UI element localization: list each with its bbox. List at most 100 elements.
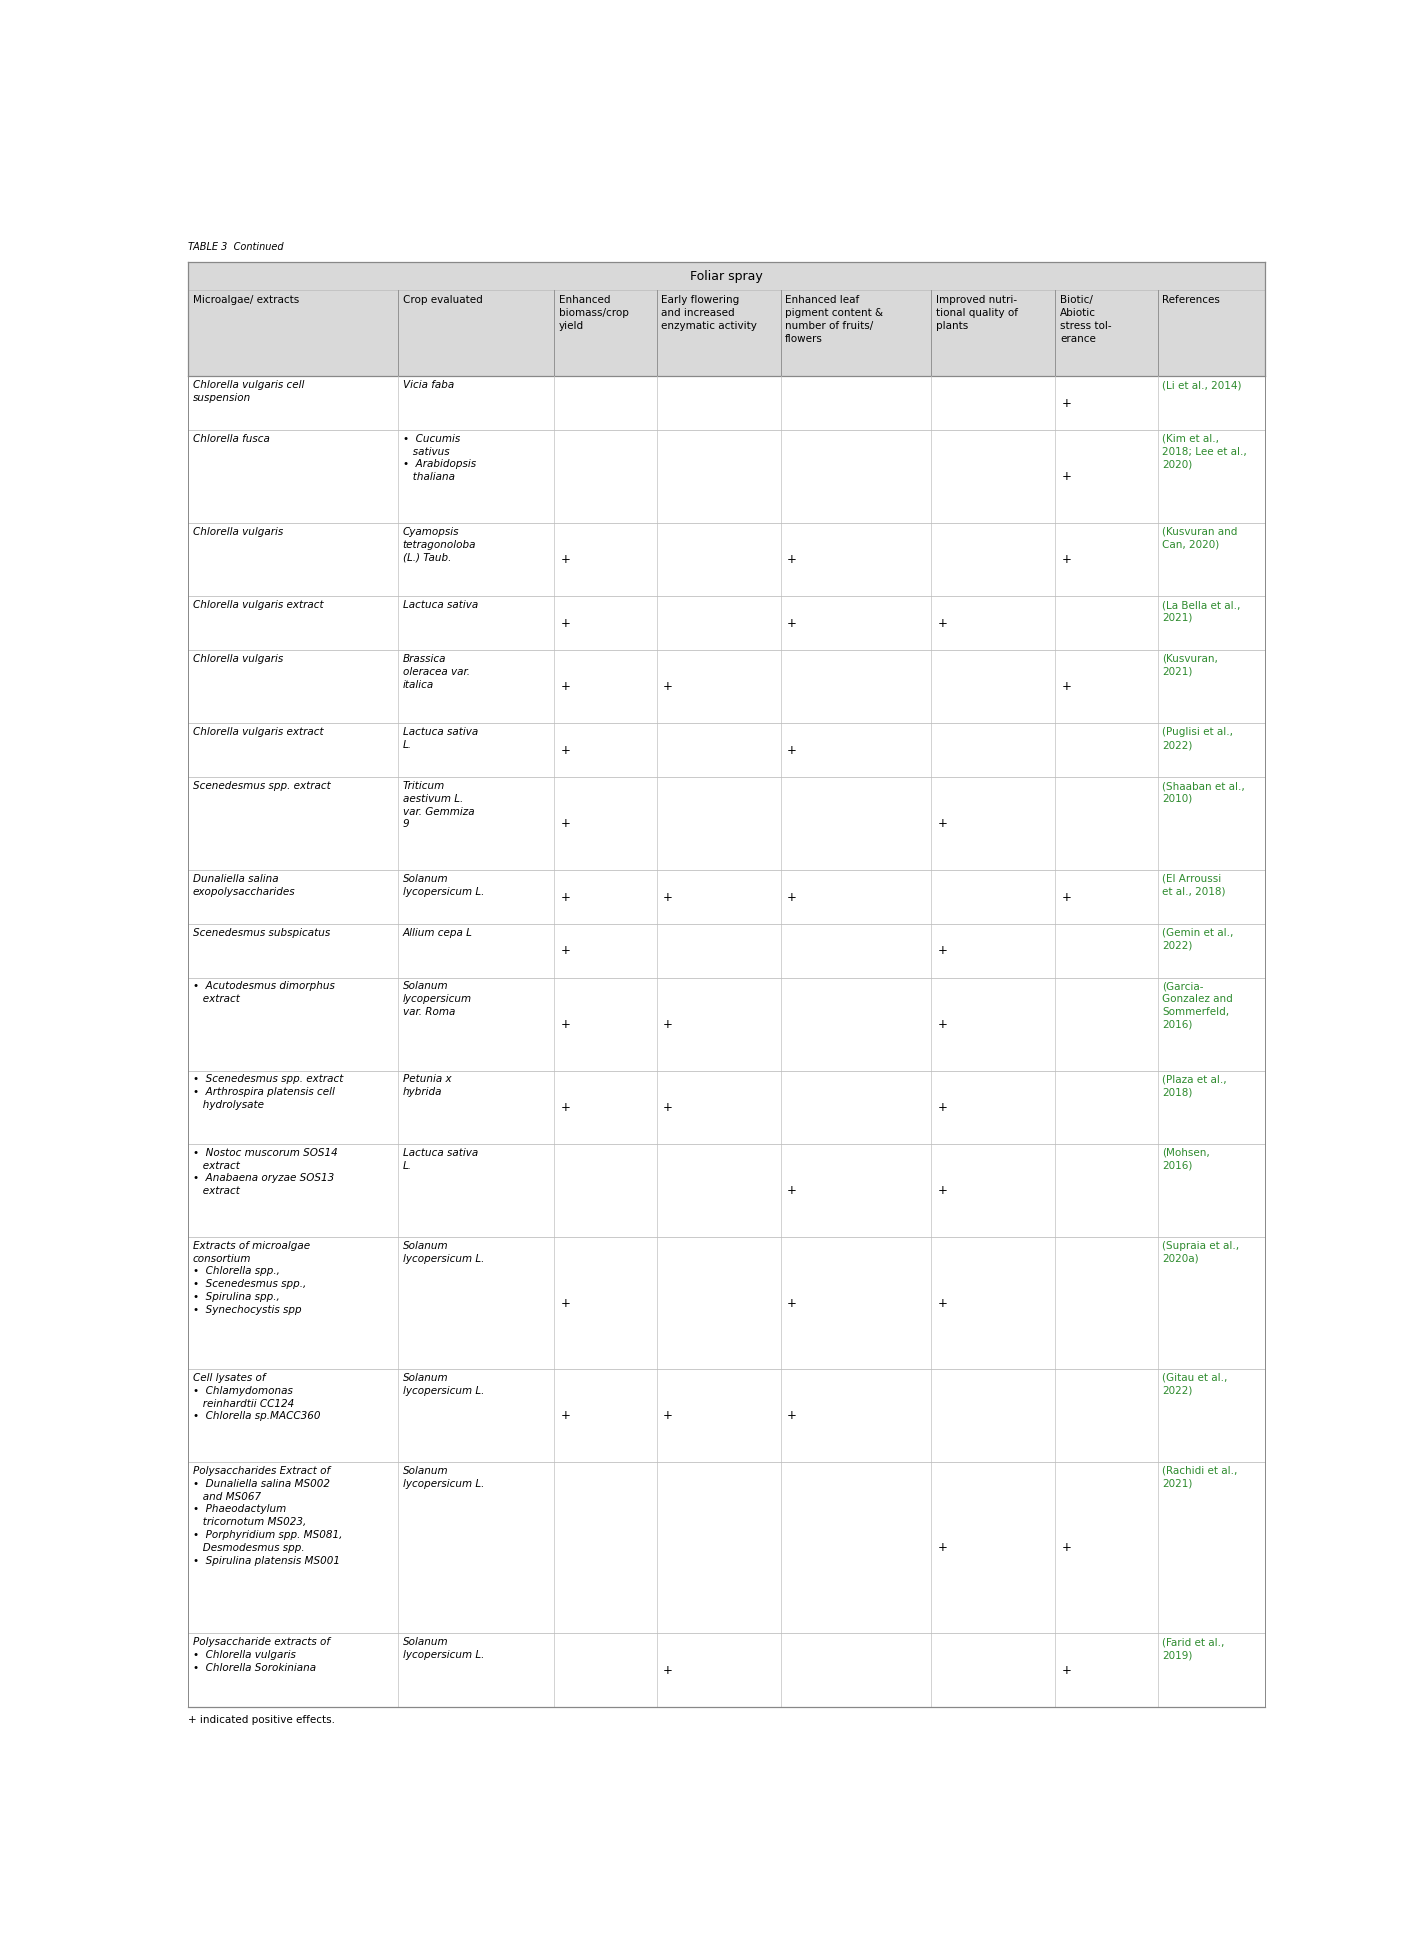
Text: +: + [937,618,947,629]
Bar [189,1144,1265,1237]
Text: +: + [662,1664,672,1676]
Text: Scenedesmus spp. extract: Scenedesmus spp. extract [193,781,330,790]
Text: Triticum
aestivum L.
var. Gemmiza
9: Triticum aestivum L. var. Gemmiza 9 [403,781,475,829]
Text: Solanum
lycopersicum L.: Solanum lycopersicum L. [403,874,484,897]
Text: Extracts of microalgae
consortium
•  Chlorella spp.,
•  Scenedesmus spp.,
•  Spi: Extracts of microalgae consortium • Chlo… [193,1241,311,1315]
Text: Microalgae/ extracts: Microalgae/ extracts [193,295,299,305]
Bar [189,1369,1265,1462]
Text: +: + [560,1297,570,1309]
Text: +: + [787,891,797,903]
Text: +: + [1062,891,1072,903]
Text: +: + [787,744,797,757]
Bar [189,262,1265,289]
Text: Lactuca sativa
L.: Lactuca sativa L. [403,726,478,750]
Text: +: + [1062,1664,1072,1676]
Text: +: + [560,553,570,567]
Bar [189,289,1265,377]
Text: (El Arroussi
et al., 2018): (El Arroussi et al., 2018) [1163,874,1225,897]
Bar [189,1462,1265,1633]
Text: (Garcia-
Gonzalez and
Sommerfeld,
2016): (Garcia- Gonzalez and Sommerfeld, 2016) [1163,981,1234,1029]
Text: +: + [662,1018,672,1031]
Text: +: + [787,553,797,567]
Text: (Shaaban et al.,
2010): (Shaaban et al., 2010) [1163,781,1245,804]
Text: (Mohsen,
2016): (Mohsen, 2016) [1163,1148,1210,1171]
Bar [189,596,1265,651]
Text: (Gitau et al.,
2022): (Gitau et al., 2022) [1163,1373,1228,1396]
Text: (La Bella et al.,
2021): (La Bella et al., 2021) [1163,600,1241,623]
Text: +: + [937,818,947,829]
Text: +: + [662,891,672,903]
Text: Petunia x
hybrida: Petunia x hybrida [403,1074,451,1097]
Text: Solanum
lycopersicum L.: Solanum lycopersicum L. [403,1637,484,1660]
Text: Lactuca sativa: Lactuca sativa [403,600,478,610]
Text: Lactuca sativa
L.: Lactuca sativa L. [403,1148,478,1171]
Text: References: References [1163,295,1219,305]
Bar [189,429,1265,522]
Text: Enhanced leaf
pigment content &
number of fruits/
flowers: Enhanced leaf pigment content & number o… [786,295,883,344]
Text: Chlorella vulgaris: Chlorella vulgaris [193,526,284,536]
Text: +: + [787,1297,797,1309]
Text: Biotic/
Abiotic
stress tol-
erance: Biotic/ Abiotic stress tol- erance [1059,295,1112,344]
Text: Scenedesmus subspicatus: Scenedesmus subspicatus [193,928,330,938]
Text: (Li et al., 2014): (Li et al., 2014) [1163,381,1242,390]
Text: TABLE 3  Continued: TABLE 3 Continued [189,243,284,252]
Text: +: + [560,1018,570,1031]
Text: Chlorella vulgaris cell
suspension: Chlorella vulgaris cell suspension [193,381,303,402]
Text: +: + [560,1410,570,1422]
Text: +: + [937,1297,947,1309]
Text: (Supraia et al.,
2020a): (Supraia et al., 2020a) [1163,1241,1239,1264]
Text: +: + [937,944,947,957]
Text: Improved nutri-
tional quality of
plants: Improved nutri- tional quality of plants [936,295,1018,330]
Text: +: + [662,1101,672,1115]
Text: +: + [787,1185,797,1196]
Text: Brassica
oleracea var.
italica: Brassica oleracea var. italica [403,654,469,689]
Text: Polysaccharide extracts of
•  Chlorella vulgaris
•  Chlorella Sorokiniana: Polysaccharide extracts of • Chlorella v… [193,1637,330,1672]
Text: Foliar spray: Foliar spray [691,270,763,284]
Text: Solanum
lycopersicum L.: Solanum lycopersicum L. [403,1241,484,1264]
Text: (Gemin et al.,
2022): (Gemin et al., 2022) [1163,928,1234,950]
Text: +: + [560,891,570,903]
Text: Crop evaluated: Crop evaluated [403,295,482,305]
Text: Chlorella vulgaris extract: Chlorella vulgaris extract [193,726,323,738]
Text: +: + [662,680,672,693]
Text: Cell lysates of
•  Chlamydomonas
   reinhardtii CC124
•  Chlorella sp.MACC360: Cell lysates of • Chlamydomonas reinhard… [193,1373,320,1422]
Text: Vicia faba: Vicia faba [403,381,454,390]
Bar [189,870,1265,924]
Text: +: + [662,1410,672,1422]
Text: Chlorella fusca: Chlorella fusca [193,433,269,445]
Text: Solanum
lycopersicum L.: Solanum lycopersicum L. [403,1466,484,1490]
Text: +: + [937,1101,947,1115]
Text: +: + [1062,680,1072,693]
Text: •  Acutodesmus dimorphus
   extract: • Acutodesmus dimorphus extract [193,981,335,1004]
Bar [189,977,1265,1070]
Text: +: + [1062,1542,1072,1554]
Text: Allium cepa L: Allium cepa L [403,928,472,938]
Text: +: + [560,1101,570,1115]
Text: (Kim et al.,
2018; Lee et al.,
2020): (Kim et al., 2018; Lee et al., 2020) [1163,433,1246,470]
Text: + indicated positive effects.: + indicated positive effects. [189,1715,335,1724]
Text: +: + [937,1018,947,1031]
Text: Polysaccharides Extract of
•  Dunaliella salina MS002
   and MS067
•  Phaeodacty: Polysaccharides Extract of • Dunaliella … [193,1466,342,1565]
Text: +: + [560,818,570,829]
Text: •  Scenedesmus spp. extract
•  Arthrospira platensis cell
   hydrolysate: • Scenedesmus spp. extract • Arthrospira… [193,1074,343,1111]
Text: +: + [937,1542,947,1554]
Text: (Puglisi et al.,
2022): (Puglisi et al., 2022) [1163,726,1234,750]
Bar [189,377,1265,429]
Text: (Plaza et al.,
2018): (Plaza et al., 2018) [1163,1074,1227,1097]
Bar [189,651,1265,724]
Text: •  Nostoc muscorum SOS14
   extract
•  Anabaena oryzae SOS13
   extract: • Nostoc muscorum SOS14 extract • Anabae… [193,1148,337,1196]
Bar [189,522,1265,596]
Text: Chlorella vulgaris: Chlorella vulgaris [193,654,284,664]
Bar [189,1633,1265,1707]
Text: Early flowering
and increased
enzymatic activity: Early flowering and increased enzymatic … [661,295,757,330]
Text: Chlorella vulgaris extract: Chlorella vulgaris extract [193,600,323,610]
Text: Cyamopsis
tetragonoloba
(L.) Taub.: Cyamopsis tetragonoloba (L.) Taub. [403,526,476,563]
Bar [189,924,1265,977]
Bar [189,1070,1265,1144]
Text: Solanum
lycopersicum
var. Roma: Solanum lycopersicum var. Roma [403,981,472,1018]
Text: Solanum
lycopersicum L.: Solanum lycopersicum L. [403,1373,484,1396]
Text: +: + [1062,553,1072,567]
Text: +: + [560,618,570,629]
Text: •  Cucumis
   sativus
•  Arabidopsis
   thaliana: • Cucumis sativus • Arabidopsis thaliana [403,433,476,482]
Text: +: + [787,618,797,629]
